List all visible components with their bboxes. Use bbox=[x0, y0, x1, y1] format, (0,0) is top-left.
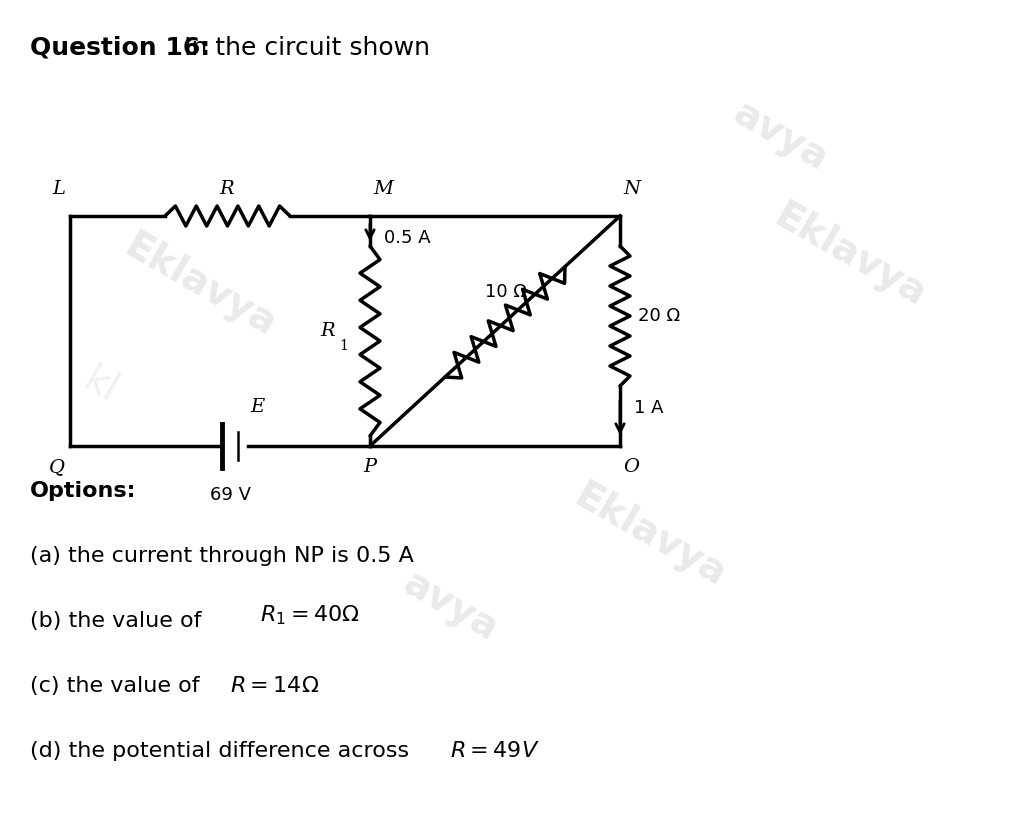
Text: E: E bbox=[250, 398, 264, 416]
Text: 69 V: 69 V bbox=[210, 486, 251, 504]
Text: Eklavya: Eklavya bbox=[767, 197, 933, 314]
Text: $R = 14\Omega$: $R = 14\Omega$ bbox=[230, 676, 319, 696]
Text: 10 Ω: 10 Ω bbox=[485, 283, 527, 301]
Text: avya: avya bbox=[396, 563, 504, 648]
Text: (b) the value of: (b) the value of bbox=[30, 611, 209, 631]
Text: Q: Q bbox=[49, 458, 65, 476]
Text: avya: avya bbox=[726, 94, 835, 178]
Text: Options:: Options: bbox=[30, 481, 136, 501]
Text: kl: kl bbox=[76, 361, 124, 410]
Text: 0.5 A: 0.5 A bbox=[384, 229, 431, 247]
Text: Eklavya: Eklavya bbox=[118, 227, 283, 344]
Text: N: N bbox=[623, 180, 640, 198]
Text: M: M bbox=[373, 180, 393, 198]
Text: $R_{\rm 1} = 40\Omega$: $R_{\rm 1} = 40\Omega$ bbox=[260, 603, 359, 627]
Text: 1 A: 1 A bbox=[634, 399, 664, 417]
Text: $R = 49V$: $R = 49V$ bbox=[450, 741, 540, 761]
Text: P: P bbox=[364, 458, 377, 476]
Text: In the circuit shown: In the circuit shown bbox=[176, 36, 430, 60]
Text: Eklavya: Eklavya bbox=[567, 477, 732, 594]
Text: L: L bbox=[52, 180, 65, 198]
Text: R: R bbox=[220, 180, 234, 198]
Text: O: O bbox=[623, 458, 639, 476]
Text: (c) the value of: (c) the value of bbox=[30, 676, 207, 696]
Text: R: R bbox=[321, 322, 335, 340]
Text: (a) the current through NP is 0.5 A: (a) the current through NP is 0.5 A bbox=[30, 546, 414, 566]
Text: 20 Ω: 20 Ω bbox=[638, 307, 680, 325]
Text: 1: 1 bbox=[339, 339, 348, 353]
Text: (d) the potential difference across: (d) the potential difference across bbox=[30, 741, 416, 761]
Text: Question 16:: Question 16: bbox=[30, 36, 210, 60]
